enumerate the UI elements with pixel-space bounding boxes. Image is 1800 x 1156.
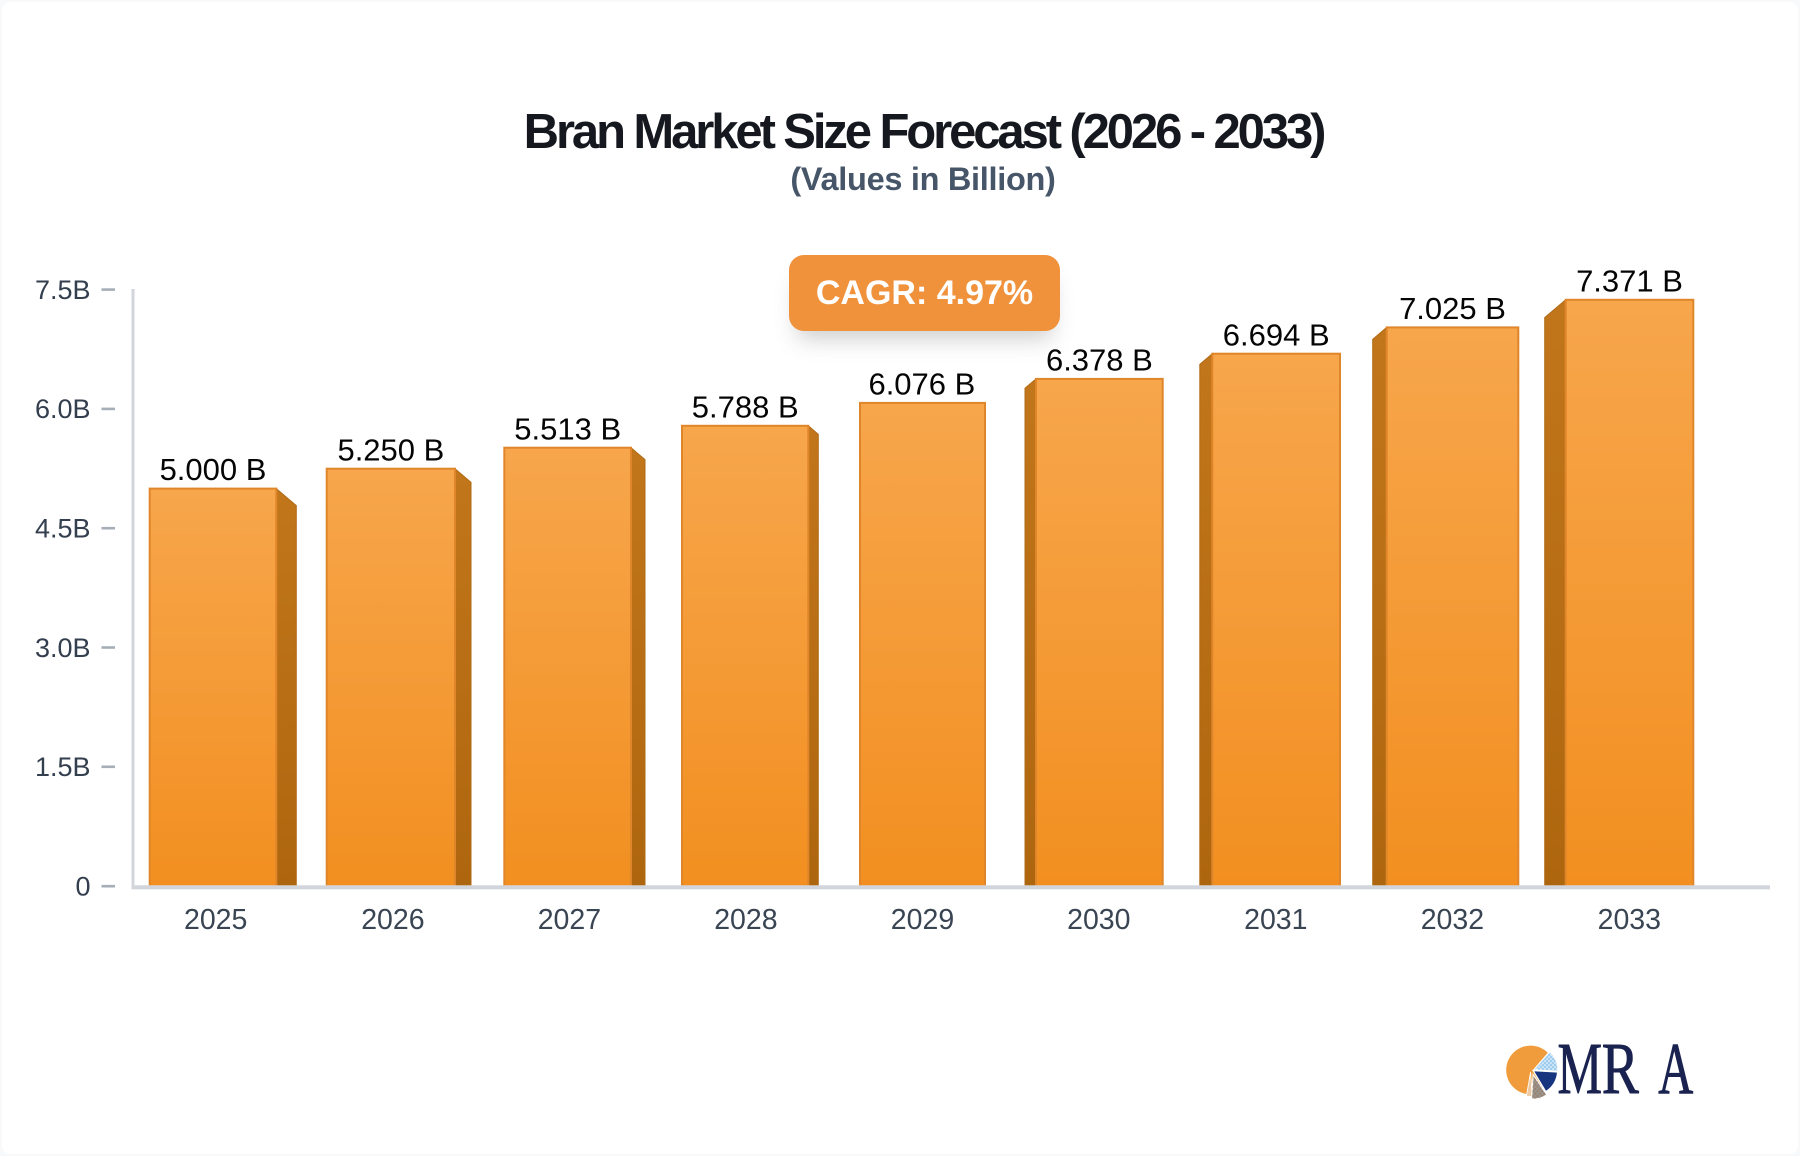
svg-text:5.513 B: 5.513 B [514, 411, 621, 446]
svg-text:2026: 2026 [361, 904, 424, 936]
svg-text:6.694 B: 6.694 B [1223, 317, 1330, 352]
svg-text:7.371 B: 7.371 B [1576, 263, 1683, 298]
svg-text:2030: 2030 [1067, 904, 1130, 936]
svg-text:7.025 B: 7.025 B [1399, 291, 1506, 326]
svg-text:5.000 B: 5.000 B [160, 452, 267, 487]
svg-text:0: 0 [75, 872, 90, 902]
svg-text:2027: 2027 [538, 904, 601, 936]
svg-text:2025: 2025 [184, 904, 247, 936]
svg-text:6.378 B: 6.378 B [1046, 343, 1153, 378]
svg-text:M: M [1558, 1028, 1603, 1110]
svg-text:2032: 2032 [1421, 904, 1484, 936]
svg-text:2033: 2033 [1598, 904, 1661, 936]
svg-text:R: R [1602, 1029, 1640, 1110]
svg-text:6.076 B: 6.076 B [868, 367, 975, 402]
svg-text:3.0B: 3.0B [35, 633, 91, 663]
svg-text:5.250 B: 5.250 B [337, 432, 444, 467]
svg-text:2029: 2029 [891, 904, 954, 936]
svg-text:2028: 2028 [714, 904, 777, 936]
svg-text:4.5B: 4.5B [35, 514, 91, 544]
svg-text:A: A [1658, 1029, 1693, 1109]
svg-text:5.788 B: 5.788 B [692, 389, 799, 424]
svg-text:1.5B: 1.5B [35, 752, 91, 782]
svg-text:7.5B: 7.5B [35, 275, 91, 305]
svg-text:2031: 2031 [1244, 904, 1307, 936]
svg-text:6.0B: 6.0B [35, 394, 91, 424]
